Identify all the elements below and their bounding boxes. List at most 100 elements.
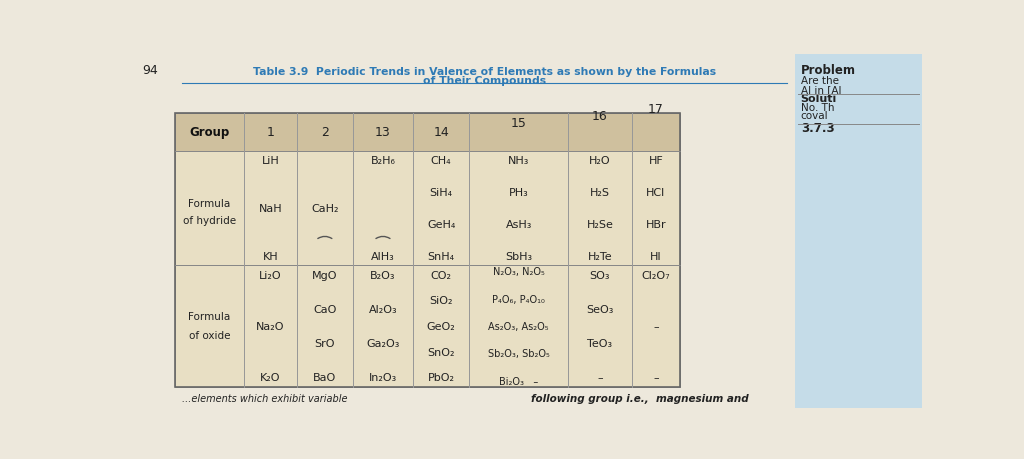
Bar [245,266,297,387]
Bar [568,152,632,266]
Text: Formula: Formula [188,312,230,322]
Text: SrO: SrO [314,338,335,348]
Text: 13: 13 [375,126,391,139]
Bar [297,266,352,387]
Text: Soluti: Soluti [801,94,837,104]
Bar [632,152,680,266]
Text: CH₄: CH₄ [431,156,452,166]
Bar [174,266,245,387]
Text: Group: Group [189,126,229,139]
Text: 3.7.3: 3.7.3 [801,122,835,134]
Text: Formula: Formula [188,198,230,208]
Text: H₂Se: H₂Se [587,220,613,230]
Text: SbH₃: SbH₃ [505,252,532,262]
Text: NaH: NaH [259,204,283,214]
Text: PbO₂: PbO₂ [428,372,455,382]
Bar [174,113,680,387]
Bar [414,152,469,266]
Bar [469,113,568,152]
Text: 1: 1 [266,126,274,139]
Text: HI: HI [650,252,662,262]
Text: Are the: Are the [801,75,839,85]
Bar [174,152,245,266]
Text: 94: 94 [142,64,158,77]
Bar [795,55,922,409]
Text: LiH: LiH [262,156,280,166]
Text: Table 3.9  Periodic Trends in Valence of Elements as shown by the Formulas: Table 3.9 Periodic Trends in Valence of … [253,67,716,77]
Bar [297,152,352,266]
Text: SnO₂: SnO₂ [427,347,455,357]
Bar [414,113,469,152]
Text: H₂O: H₂O [589,156,610,166]
Bar [469,266,568,387]
Text: –: – [653,372,658,382]
Text: In₂O₃: In₂O₃ [369,372,397,382]
Text: K₂O: K₂O [260,372,281,382]
Text: following group i.e.,  magnesium and: following group i.e., magnesium and [531,393,749,403]
Bar [297,113,352,152]
Text: KH: KH [263,252,279,262]
Text: H₂Te: H₂Te [588,252,612,262]
Text: CaO: CaO [313,304,337,314]
Text: MgO: MgO [312,270,338,280]
Bar [352,113,414,152]
Text: 16: 16 [592,109,608,122]
Text: of Their Compounds: of Their Compounds [423,75,546,85]
Bar [352,152,414,266]
Text: BaO: BaO [313,372,337,382]
Text: Al in [Al: Al in [Al [801,84,841,95]
Text: Sb₂O₃, Sb₂O₅: Sb₂O₃, Sb₂O₅ [487,349,550,358]
Text: SnH₄: SnH₄ [428,252,455,262]
Bar [568,266,632,387]
Bar [245,113,297,152]
Text: Li₂O: Li₂O [259,270,282,280]
Text: 15: 15 [511,117,526,130]
Text: P₄O₆, P₄O₁₀: P₄O₆, P₄O₁₀ [493,294,545,304]
Text: HCl: HCl [646,188,666,198]
Text: B₂H₆: B₂H₆ [371,156,395,166]
Text: Al₂O₃: Al₂O₃ [369,304,397,314]
Bar [352,266,414,387]
Text: Na₂O: Na₂O [256,321,285,331]
Text: HF: HF [648,156,664,166]
Text: H₂S: H₂S [590,188,610,198]
Text: SO₃: SO₃ [590,270,610,280]
Text: TeO₃: TeO₃ [588,338,612,348]
Text: Cl₂O₇: Cl₂O₇ [641,270,670,280]
Text: Problem: Problem [801,64,856,77]
Text: 14: 14 [433,126,449,139]
Text: GeO₂: GeO₂ [427,321,456,331]
Text: HBr: HBr [645,220,666,230]
Text: of hydride: of hydride [183,215,236,225]
Text: 17: 17 [648,103,664,116]
Text: AlH₃: AlH₃ [371,252,395,262]
Text: coval: coval [801,111,828,121]
Bar [469,152,568,266]
Text: Bi₂O₃   –: Bi₂O₃ – [499,376,539,386]
Text: NH₃: NH₃ [508,156,529,166]
Text: CO₂: CO₂ [431,270,452,280]
Bar [632,266,680,387]
Bar [245,152,297,266]
Text: PH₃: PH₃ [509,188,528,198]
Text: As₂O₃, As₂O₅: As₂O₃, As₂O₅ [488,321,549,331]
Text: Ga₂O₃: Ga₂O₃ [367,338,399,348]
Text: SiO₂: SiO₂ [429,296,453,306]
Text: ...elements which exhibit variable: ...elements which exhibit variable [182,393,348,403]
Text: SeO₃: SeO₃ [587,304,613,314]
Bar [414,266,469,387]
Text: CaH₂: CaH₂ [311,204,339,214]
Text: B₂O₃: B₂O₃ [371,270,395,280]
Text: AsH₃: AsH₃ [506,220,531,230]
Text: –: – [653,321,658,331]
Text: SiH₄: SiH₄ [429,188,453,198]
Text: No. Th: No. Th [801,102,835,112]
Text: N₂O₃, N₂O₅: N₂O₃, N₂O₅ [493,267,545,277]
Text: 2: 2 [321,126,329,139]
Text: –: – [597,372,603,382]
Text: GeH₄: GeH₄ [427,220,456,230]
Text: of oxide: of oxide [188,330,230,340]
Bar [632,113,680,152]
Bar [174,113,245,152]
Bar [568,113,632,152]
